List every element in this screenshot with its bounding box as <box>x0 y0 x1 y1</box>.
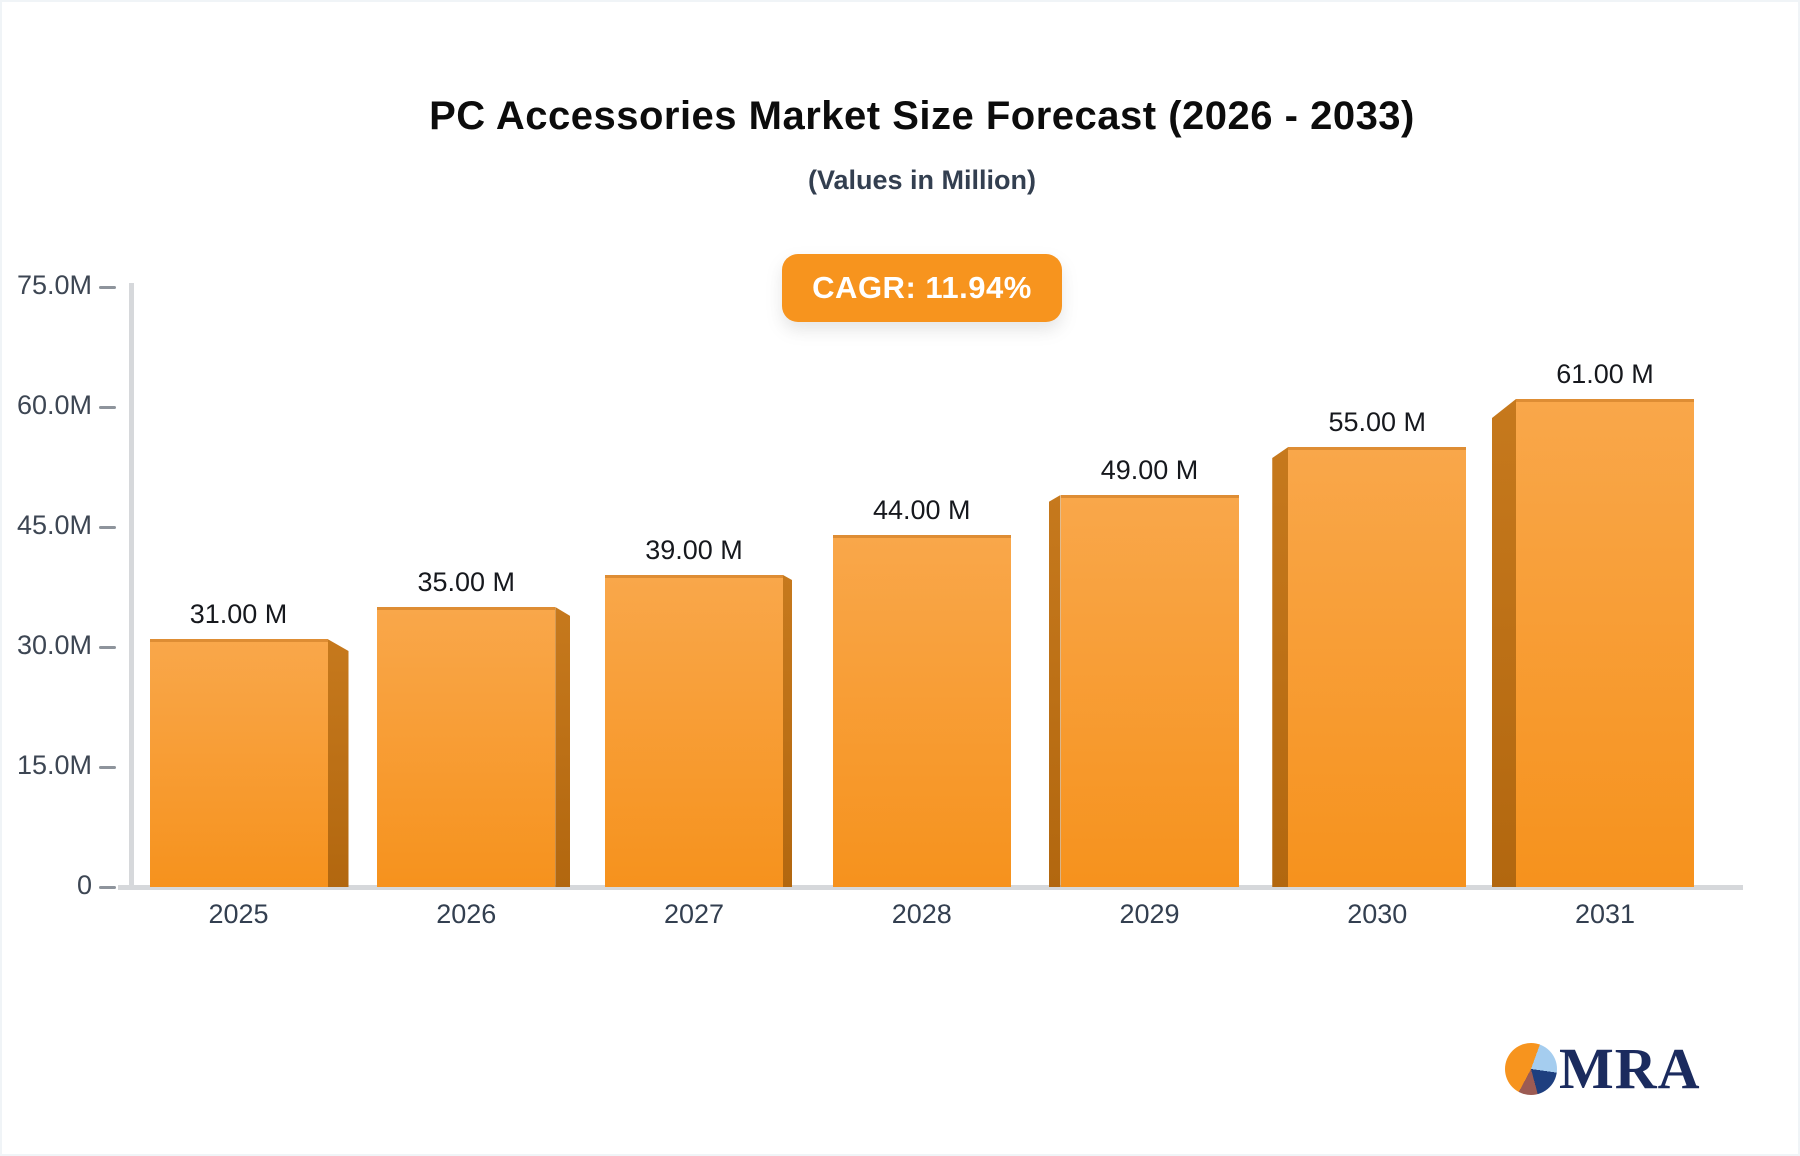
logo-text: MRA <box>1559 1036 1701 1101</box>
y-axis-tick-mark <box>99 406 116 409</box>
y-axis-tick-label: 75.0M <box>16 270 92 300</box>
cagr-badge-label: CAGR: 11.94% <box>812 270 1032 305</box>
x-axis-label: 2027 <box>663 899 725 929</box>
bar-side-face <box>1272 447 1289 887</box>
y-axis-tick-mark <box>99 886 116 889</box>
y-axis-tick-label: 45.0M <box>16 510 92 540</box>
bar-value-label: 44.00 M <box>872 495 971 525</box>
y-axis-tick-label: 15.0M <box>16 750 92 780</box>
x-axis-label: 2029 <box>1119 899 1180 929</box>
bar-side-face <box>327 639 349 887</box>
brand-logo: MRA <box>1505 1036 1701 1101</box>
bar <box>605 575 783 887</box>
y-axis-line <box>129 283 134 889</box>
bar-side-face <box>783 575 792 887</box>
x-axis-line <box>118 885 1743 890</box>
x-axis-label: 2025 <box>208 899 269 929</box>
bar <box>377 607 556 887</box>
bar <box>832 535 1011 887</box>
bar-side-face <box>555 607 571 887</box>
cagr-badge: CAGR: 11.94% <box>782 254 1062 322</box>
bar <box>149 639 328 887</box>
y-axis-tick-label: 60.0M <box>16 390 92 420</box>
bar-value-label: 55.00 M <box>1328 407 1427 437</box>
y-axis-tick-mark <box>99 286 116 289</box>
bar-value-label: 49.00 M <box>1100 455 1199 485</box>
bar <box>1288 447 1467 887</box>
bar <box>1060 495 1239 887</box>
y-axis-tick-mark <box>99 526 116 529</box>
bar <box>1516 399 1694 887</box>
x-axis-label: 2026 <box>436 899 497 929</box>
bar-side-face <box>1492 399 1516 887</box>
pie-chart-logo-icon <box>1505 1043 1557 1095</box>
bar-side-face <box>1048 495 1061 887</box>
chart-title: PC Accessories Market Size Forecast (202… <box>429 94 1415 138</box>
x-axis-label: 2031 <box>1574 899 1636 929</box>
bar-value-label: 61.00 M <box>1556 359 1654 389</box>
y-axis-tick-mark <box>99 646 116 649</box>
bar-value-label: 35.00 M <box>417 567 516 597</box>
x-axis-label: 2028 <box>891 899 952 929</box>
y-axis-tick-mark <box>99 766 116 769</box>
chart-subtitle: (Values in Million) <box>807 165 1037 195</box>
y-axis-tick-label: 30.0M <box>16 630 92 660</box>
y-axis-tick-label: 0 <box>76 870 92 900</box>
bar-value-label: 31.00 M <box>189 599 288 629</box>
bar-value-label: 39.00 M <box>645 535 743 565</box>
x-axis-label: 2030 <box>1347 899 1408 929</box>
